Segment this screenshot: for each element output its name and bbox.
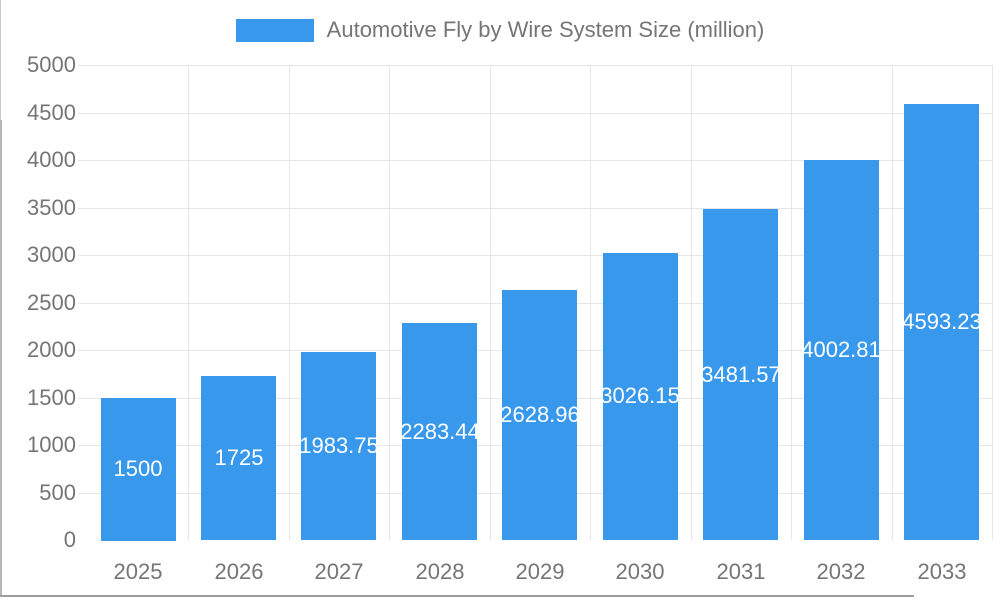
y-gridline (78, 113, 992, 114)
y-axis-label: 4000 (27, 147, 76, 172)
x-gridline (691, 65, 692, 540)
bar-2029[interactable] (502, 290, 577, 540)
bar-value-label: 1983.75 (299, 433, 379, 458)
bar-2032[interactable] (804, 160, 879, 540)
x-tick (0, 96, 1, 108)
y-gridline (78, 255, 992, 256)
x-tick (0, 36, 1, 48)
bar-value-label: 3481.57 (701, 362, 781, 387)
y-axis-label: 3000 (27, 242, 76, 267)
x-tick (0, 84, 1, 96)
x-tick (0, 108, 1, 120)
x-tick (0, 60, 1, 72)
legend-label: Automotive Fly by Wire System Size (mill… (326, 17, 765, 42)
y-axis-label: 4500 (27, 100, 76, 125)
y-axis-label: 1000 (27, 432, 76, 457)
bar-value-label: 3026.15 (600, 383, 680, 408)
x-gridline (590, 65, 591, 540)
bar-2033[interactable] (904, 104, 979, 540)
bar-2028[interactable] (402, 323, 477, 540)
x-gridline (289, 65, 290, 540)
bar-2027[interactable] (301, 352, 376, 540)
y-gridline (78, 160, 992, 161)
bar-2026[interactable] (201, 376, 276, 540)
y-axis-label: 1500 (27, 385, 76, 410)
x-tick (0, 0, 1, 12)
x-tick (0, 48, 1, 60)
bar-value-label: 4002.81 (801, 337, 881, 362)
x-gridline (892, 65, 893, 540)
x-tick (0, 12, 1, 24)
x-gridline (188, 65, 189, 540)
x-gridline (490, 65, 491, 540)
bar-value-label: 4593.23 (902, 309, 982, 334)
x-axis-label: 2026 (214, 559, 264, 584)
bar-value-label: 2283.44 (400, 419, 480, 444)
x-axis-label: 2029 (515, 559, 565, 584)
bar-2025[interactable] (101, 398, 176, 541)
y-axis-label: 500 (39, 480, 76, 505)
y-axis-label: 2500 (27, 290, 76, 315)
legend-swatch (235, 18, 314, 42)
y-axis-label: 2000 (27, 337, 76, 362)
legend[interactable]: Automotive Fly by Wire System Size (mill… (0, 12, 1000, 48)
x-axis-label: 2025 (113, 559, 163, 584)
x-gridline (992, 65, 993, 540)
y-axis-label: 5000 (27, 52, 76, 77)
x-axis-line (0, 595, 914, 597)
x-axis-label: 2028 (415, 559, 465, 584)
x-axis-label: 2031 (716, 559, 766, 584)
bar-value-label: 2628.96 (500, 402, 580, 427)
x-tick (0, 24, 1, 36)
x-axis-label: 2033 (917, 559, 967, 584)
y-axis-line (0, 120, 2, 595)
x-gridline (791, 65, 792, 540)
y-gridline (78, 65, 992, 66)
x-gridline (389, 65, 390, 540)
x-axis-label: 2032 (816, 559, 866, 584)
bar-value-label: 1725 (214, 445, 264, 470)
y-gridline (78, 208, 992, 209)
x-axis-label: 2027 (314, 559, 364, 584)
bar-2030[interactable] (603, 253, 678, 540)
y-axis-label: 0 (63, 527, 76, 552)
y-axis-label: 3500 (27, 195, 76, 220)
x-tick (0, 72, 1, 84)
bar-2031[interactable] (703, 209, 778, 540)
x-axis-label: 2030 (615, 559, 665, 584)
bar-value-label: 1500 (113, 456, 163, 481)
